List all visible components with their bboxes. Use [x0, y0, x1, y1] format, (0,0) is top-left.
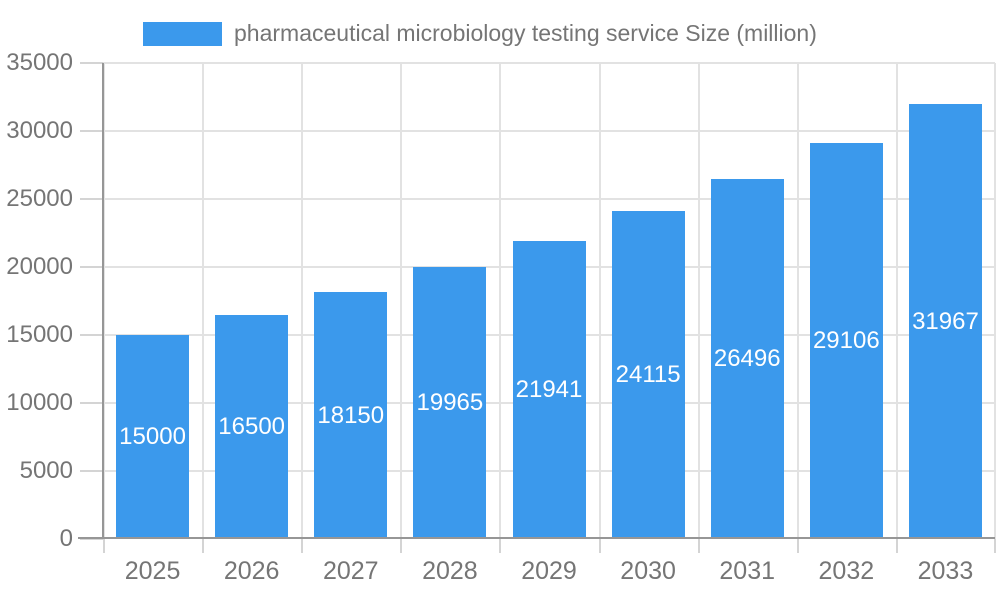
x-tick	[202, 539, 204, 553]
v-gridline	[698, 63, 700, 539]
bar	[116, 335, 190, 539]
bar	[512, 240, 586, 539]
x-tick	[698, 539, 700, 553]
y-tick	[80, 334, 103, 336]
x-tick	[896, 539, 898, 553]
bar-value-label: 21941	[515, 375, 583, 403]
y-tick-label: 35000	[6, 49, 73, 76]
v-gridline	[400, 63, 402, 539]
x-tick-label: 2030	[620, 557, 676, 585]
x-tick-label: 2028	[422, 557, 478, 585]
x-tick-label: 2031	[719, 557, 776, 585]
x-axis-line	[78, 537, 995, 539]
h-gridline	[103, 198, 995, 200]
x-tick-label: 2029	[521, 557, 577, 585]
x-tick	[797, 539, 799, 553]
bar-value-label: 29106	[812, 327, 880, 355]
x-tick	[103, 539, 105, 553]
y-tick	[80, 402, 103, 404]
x-tick	[599, 539, 601, 553]
bar	[314, 292, 388, 539]
x-tick-label: 2032	[818, 557, 875, 585]
v-gridline	[202, 63, 204, 539]
bar-value-label: 19965	[416, 389, 484, 417]
bar	[413, 267, 487, 539]
legend-label: pharmaceutical microbiology testing serv…	[234, 20, 817, 46]
h-gridline	[103, 62, 995, 64]
v-gridline	[797, 63, 799, 539]
y-tick-label: 25000	[6, 185, 73, 212]
v-gridline	[599, 63, 601, 539]
x-tick-label: 2033	[917, 557, 974, 585]
y-axis-line	[102, 63, 104, 539]
x-tick-label: 2025	[124, 557, 181, 585]
y-tick-label: 0	[59, 525, 73, 552]
bar-value-label: 26496	[713, 344, 781, 372]
x-tick	[301, 539, 303, 553]
bar	[908, 104, 982, 539]
y-tick-label: 10000	[6, 389, 73, 416]
v-gridline	[994, 63, 996, 539]
y-tick	[80, 130, 103, 132]
x-tick-label: 2026	[223, 557, 280, 585]
x-tick	[499, 539, 501, 553]
legend-swatch	[143, 21, 222, 46]
plot-area: 0 5000 10000 15000 20000 25000 30000 35000 15000…	[6, 49, 996, 585]
y-tick-label: 15000	[6, 321, 73, 348]
y-tick-label: 20000	[6, 253, 73, 280]
bar-value-label: 15000	[119, 423, 186, 450]
v-gridline	[499, 63, 501, 539]
bar-value-label: 24115	[615, 361, 681, 389]
y-tick	[80, 266, 103, 268]
y-tick-label: 5000	[19, 457, 73, 484]
bar	[611, 211, 685, 539]
bar	[710, 178, 784, 539]
legend: pharmaceutical microbiology testing serv…	[143, 20, 817, 47]
x-tick	[400, 539, 402, 553]
bar-value-label: 18150	[317, 401, 385, 429]
y-tick	[80, 198, 103, 200]
x-tick-label: 2027	[322, 557, 379, 585]
y-tick-label: 30000	[6, 117, 73, 144]
v-gridline	[896, 63, 898, 539]
x-tick	[994, 539, 996, 553]
bar-value-label: 16500	[218, 412, 286, 440]
bar	[809, 143, 883, 539]
bar-value-label: 31967	[912, 307, 979, 335]
v-gridline	[301, 63, 303, 539]
y-tick	[80, 470, 103, 472]
y-tick	[80, 62, 103, 64]
h-gridline	[103, 130, 995, 132]
bar	[215, 314, 289, 539]
